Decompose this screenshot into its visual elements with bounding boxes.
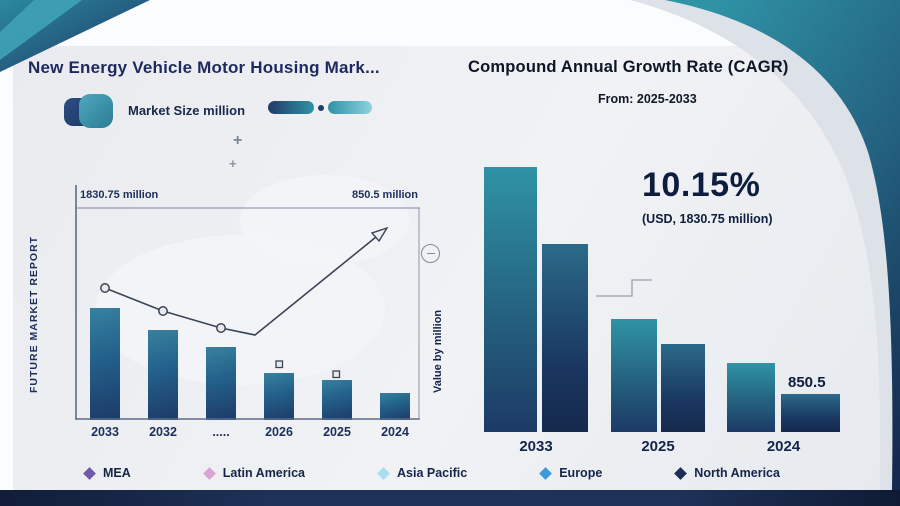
left-chart-x-label: 2032 <box>149 425 177 439</box>
decor-dot <box>318 105 324 111</box>
cagr-value: 10.15% <box>642 166 761 204</box>
legend-diamond-icon <box>674 466 688 480</box>
legend-diamond-icon <box>202 466 216 480</box>
market-size-icon <box>64 94 116 130</box>
left-chart-x-label: 2033 <box>91 425 119 439</box>
decor-pill-left <box>268 101 314 114</box>
minus-dash <box>426 252 435 255</box>
left-chart-title: New Energy Vehicle Motor Housing Mark... <box>28 58 380 77</box>
right-chart-title: Compound Annual Growth Rate (CAGR) <box>468 58 789 76</box>
bottom-legend: MEA Latin America Asia Pacific Europe North … <box>83 463 780 483</box>
left-chart-bar <box>90 308 120 420</box>
plus-icon: + <box>229 156 237 171</box>
left-chart-annotation-min: 850.5 million <box>351 189 418 201</box>
left-chart-x-label: 2026 <box>265 425 293 439</box>
left-chart-xlabels: 2033 2032..... 2026 2025 2024 <box>80 425 440 443</box>
left-chart-trend-arrow <box>75 185 420 420</box>
legend-label: Europe <box>559 466 603 480</box>
legend-label: MEA <box>103 466 131 480</box>
left-chart-bar <box>322 380 352 420</box>
left-chart-bar <box>264 373 294 420</box>
left-chart-x-label: 2024 <box>381 425 409 439</box>
left-chart-annotation-max: 1830.75 million <box>80 189 159 201</box>
decor-pill-right <box>328 101 372 114</box>
left-chart-x-label: 2025 <box>323 425 351 439</box>
left-chart-bar <box>380 393 410 420</box>
right-chart-x-label: 2033 <box>519 438 553 455</box>
right-chart-bar <box>661 344 705 432</box>
legend-label: North America <box>694 466 780 480</box>
value-label-850: 850.5 <box>788 374 826 391</box>
right-chart-bar <box>611 319 657 432</box>
minus-icon <box>421 244 440 263</box>
right-chart-subtitle: From: 2025-2033 <box>598 92 697 106</box>
legend-diamond-icon <box>83 466 96 480</box>
right-chart-bar <box>727 363 775 432</box>
right-chart-x-label: 2024 <box>766 438 801 455</box>
left-chart-bar <box>148 330 178 420</box>
legend-item: North America <box>674 466 780 480</box>
footer-bar <box>0 490 900 506</box>
right-chart-x-label: 2025 <box>641 438 675 455</box>
legend-diamond-icon <box>539 466 553 480</box>
icon-shape-front <box>79 94 113 128</box>
right-chart-bar <box>781 394 840 432</box>
decor-step-line <box>596 279 652 297</box>
legend-item: Asia Pacific <box>377 466 468 480</box>
right-chart-bar <box>542 244 588 432</box>
legend-item: Latin America <box>202 466 305 480</box>
legend-label: Asia Pacific <box>397 466 468 480</box>
left-chart-bar <box>206 347 236 420</box>
left-chart-x-label: ..... <box>212 425 230 439</box>
plus-icon: + <box>233 132 243 149</box>
legend-diamond-icon <box>377 466 390 480</box>
cagr-note: (USD, 1830.75 million) <box>642 212 773 226</box>
left-chart-bars <box>80 208 430 420</box>
market-size-legend-label: Market Size million <box>128 103 246 118</box>
legend-label: Latin America <box>222 466 305 480</box>
legend-item: MEA <box>83 466 131 480</box>
right-chart-bar <box>484 167 537 432</box>
right-chart-bars <box>0 167 900 432</box>
decor-cloud <box>240 175 410 265</box>
right-chart-xlabels: 2033 2025 2024 <box>0 438 900 458</box>
legend-item: Europe <box>539 466 603 480</box>
